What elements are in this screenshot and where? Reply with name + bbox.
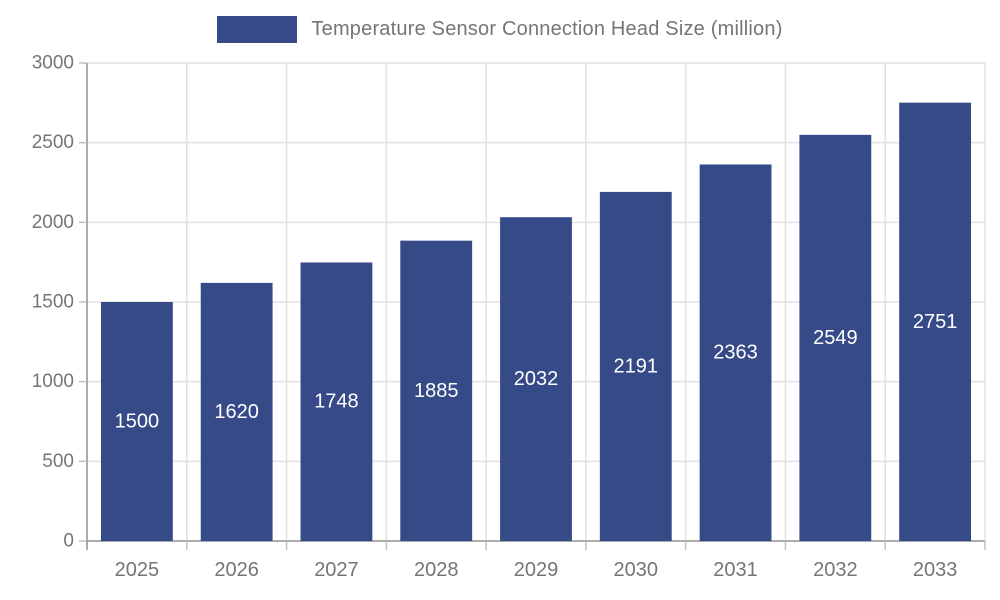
bar[interactable]	[400, 240, 473, 541]
bar-value-label: 1885	[414, 380, 459, 402]
bar-value-label: 2549	[813, 327, 858, 349]
legend-item[interactable]: Temperature Sensor Connection Head Size …	[0, 16, 1000, 43]
legend-label: Temperature Sensor Connection Head Size …	[311, 18, 783, 40]
bar-value-label: 1500	[115, 411, 160, 433]
bar[interactable]	[500, 217, 572, 541]
bar[interactable]	[799, 134, 872, 542]
x-tick-label: 2025	[115, 559, 160, 581]
y-tick-label: 1500	[32, 292, 74, 313]
bar-value-label: 1620	[214, 401, 259, 423]
x-tick-label: 2032	[813, 559, 858, 581]
bar-value-label: 1748	[314, 391, 359, 413]
y-tick-label: 1000	[32, 371, 74, 392]
y-tick-label: 500	[42, 451, 74, 472]
x-tick-label: 2031	[713, 559, 758, 581]
x-tick-label: 2027	[314, 559, 359, 581]
x-tick-label: 2033	[913, 559, 958, 581]
bar-value-label: 2191	[614, 355, 659, 377]
bar[interactable]	[699, 164, 772, 541]
bar-value-label: 2751	[913, 311, 958, 333]
y-tick-label: 3000	[32, 53, 74, 74]
bar[interactable]	[300, 262, 373, 541]
bar[interactable]	[599, 191, 672, 541]
x-tick-label: 2026	[214, 559, 259, 581]
x-tick-label: 2029	[514, 559, 559, 581]
y-tick-label: 0	[63, 531, 74, 552]
bar[interactable]	[200, 282, 273, 541]
bar-value-label: 2363	[713, 342, 758, 364]
bar-value-label: 2032	[514, 368, 559, 390]
x-tick-label: 2030	[614, 559, 659, 581]
bar[interactable]	[100, 302, 173, 541]
legend-swatch	[217, 16, 298, 43]
y-tick-label: 2500	[32, 132, 74, 153]
bar[interactable]	[899, 102, 972, 541]
x-tick-label: 2028	[414, 559, 459, 581]
y-tick-label: 2000	[32, 212, 74, 233]
